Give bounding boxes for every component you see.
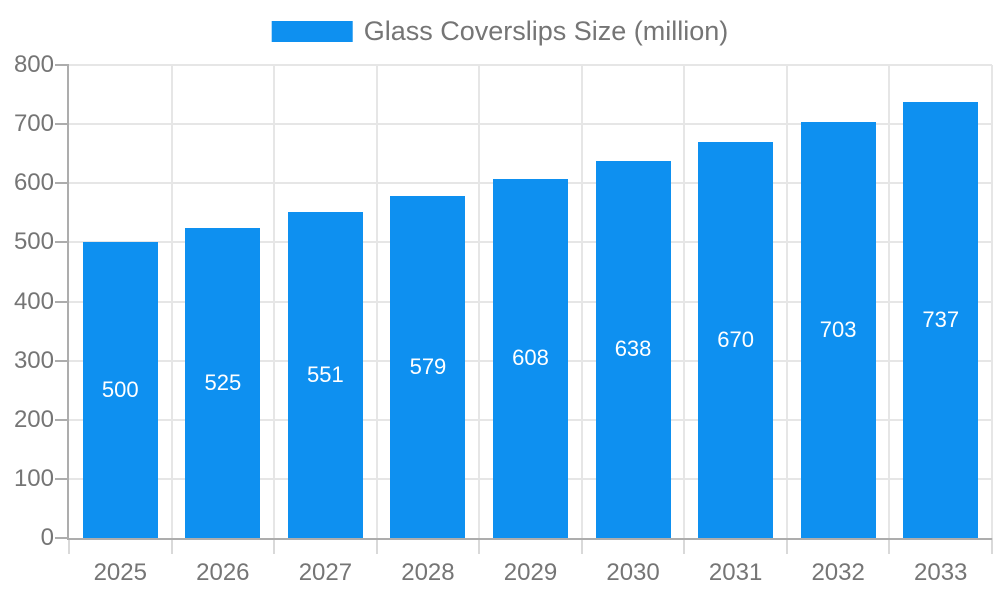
x-axis-tick xyxy=(68,538,70,554)
y-axis-tick xyxy=(55,300,69,303)
x-axis-label: 2025 xyxy=(93,559,147,586)
bar-value-label: 670 xyxy=(717,326,754,352)
y-axis-tick xyxy=(55,359,69,362)
bar-value-label: 608 xyxy=(512,345,549,371)
bar xyxy=(698,141,774,538)
gridline-vertical xyxy=(991,65,993,538)
x-axis-tick xyxy=(273,538,276,554)
x-axis-label: 2031 xyxy=(708,559,763,586)
bar-value-label: 579 xyxy=(409,353,447,379)
bar-value-label: 500 xyxy=(101,377,139,403)
x-axis-label: 2032 xyxy=(811,559,865,586)
y-axis-label: 200 xyxy=(13,405,54,433)
y-axis-tick xyxy=(55,418,69,421)
y-axis-tick xyxy=(55,123,69,126)
x-axis-tick xyxy=(478,538,481,554)
legend[interactable]: Glass Coverslips Size (million) xyxy=(271,16,729,46)
gridline-vertical xyxy=(273,65,276,538)
bar xyxy=(903,102,979,538)
y-axis-tick xyxy=(55,182,69,185)
gridline-vertical xyxy=(375,65,378,538)
x-axis-label: 2027 xyxy=(298,559,353,586)
y-axis-label: 0 xyxy=(40,524,54,551)
legend-label[interactable]: Glass Coverslips Size (million) xyxy=(363,16,729,46)
gridline-horizontal xyxy=(69,123,992,126)
x-axis-label: 2028 xyxy=(401,559,455,586)
bar-value-label: 638 xyxy=(614,336,652,362)
y-axis-label: 700 xyxy=(13,110,54,138)
x-axis-line xyxy=(69,538,992,540)
gridline-vertical xyxy=(785,65,788,538)
y-axis-label: 300 xyxy=(13,346,54,374)
x-axis-label: 2033 xyxy=(914,559,968,586)
bar-value-label: 551 xyxy=(307,362,344,388)
bar-value-label: 737 xyxy=(922,307,960,333)
gridline-vertical xyxy=(170,65,173,538)
x-axis-label: 2026 xyxy=(196,559,250,586)
y-axis-tick xyxy=(55,477,69,480)
bar xyxy=(595,160,671,538)
bar-value-label: 525 xyxy=(204,369,242,395)
y-axis-tick xyxy=(55,537,69,539)
x-axis-tick xyxy=(170,538,173,554)
gridline-horizontal xyxy=(69,64,992,66)
y-axis-tick xyxy=(55,64,69,66)
legend-swatch[interactable] xyxy=(271,21,353,42)
y-axis-label: 400 xyxy=(13,287,54,315)
y-axis-line xyxy=(67,65,69,540)
x-axis-tick xyxy=(785,538,788,554)
y-axis-label: 800 xyxy=(13,51,54,78)
y-axis-tick xyxy=(55,241,69,244)
gridline-vertical xyxy=(683,65,686,538)
x-axis-tick xyxy=(888,538,891,554)
bar xyxy=(800,122,876,538)
y-axis-label: 100 xyxy=(13,464,54,492)
bar xyxy=(287,212,363,538)
bar-value-label: 703 xyxy=(819,317,857,343)
bar xyxy=(390,195,466,538)
gridline-vertical xyxy=(888,65,891,538)
gridline-vertical xyxy=(478,65,481,538)
x-axis-tick xyxy=(580,538,583,554)
x-axis-tick xyxy=(683,538,686,554)
x-axis-tick xyxy=(991,538,993,554)
y-axis-label: 600 xyxy=(13,169,54,197)
y-axis-label: 500 xyxy=(13,228,54,256)
x-axis-label: 2029 xyxy=(503,559,558,586)
x-axis-tick xyxy=(375,538,378,554)
x-axis-label: 2030 xyxy=(606,559,660,586)
bar xyxy=(82,242,158,538)
gridline-vertical xyxy=(580,65,583,538)
bar xyxy=(185,227,261,538)
bar xyxy=(493,178,568,538)
